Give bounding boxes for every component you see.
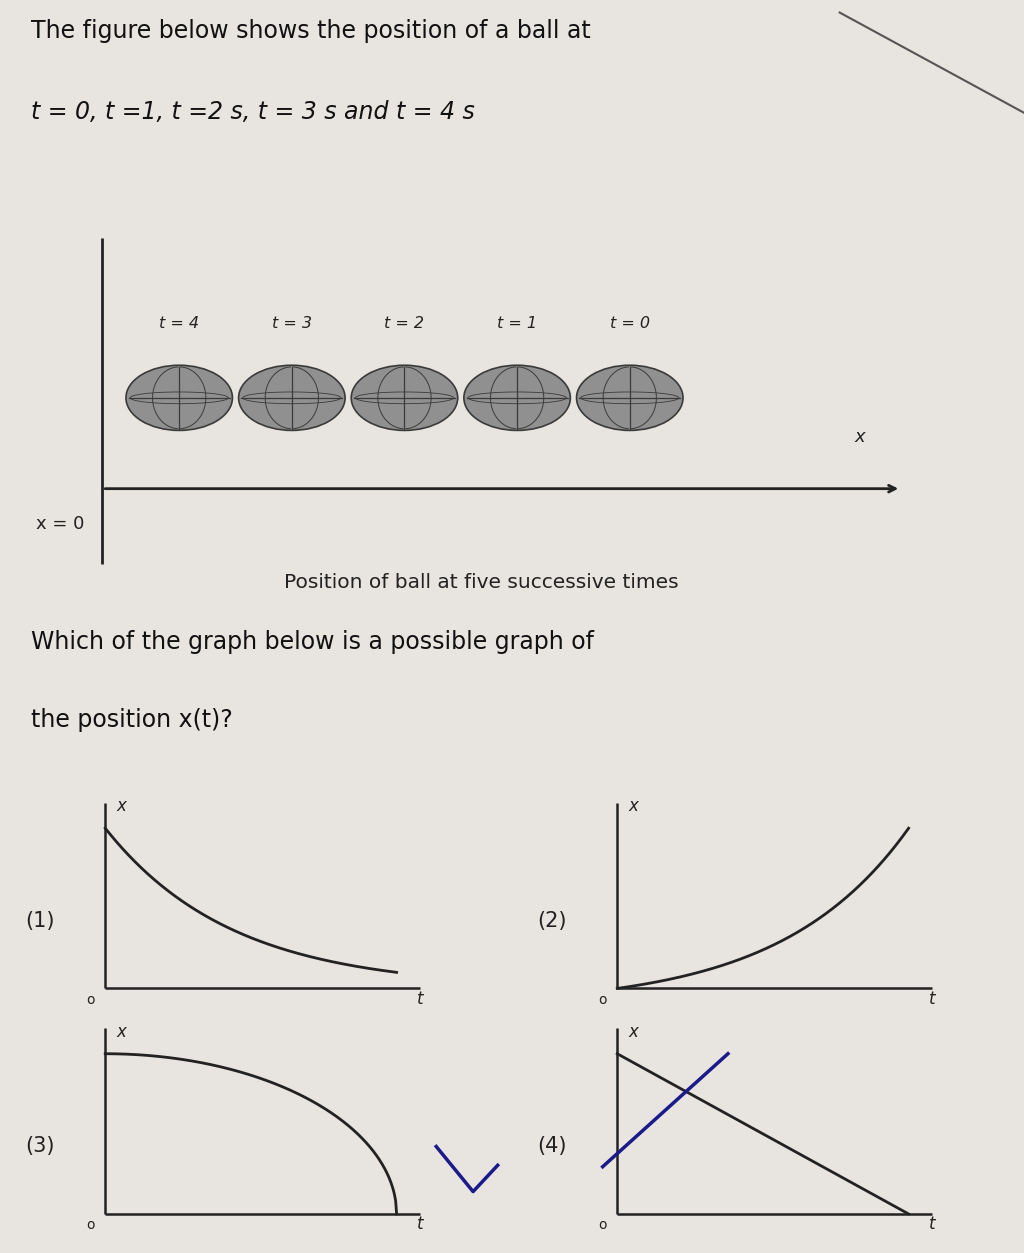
Text: t = 1: t = 1 [497, 316, 538, 331]
Text: t = 3: t = 3 [271, 316, 312, 331]
Text: t = 0, t =1, t =2 s, t = 3 s and t = 4 s: t = 0, t =1, t =2 s, t = 3 s and t = 4 s [31, 100, 474, 124]
Text: o: o [86, 992, 95, 1006]
Circle shape [577, 366, 683, 430]
Text: Which of the graph below is a possible graph of: Which of the graph below is a possible g… [31, 630, 594, 654]
Text: o: o [598, 1218, 607, 1232]
Text: o: o [598, 992, 607, 1006]
Circle shape [464, 366, 570, 430]
Text: x: x [855, 427, 865, 446]
Circle shape [351, 366, 458, 430]
Text: o: o [86, 1218, 95, 1232]
Text: t: t [417, 990, 423, 1007]
Text: x = 0: x = 0 [36, 515, 84, 534]
Text: t = 2: t = 2 [384, 316, 425, 331]
Text: t = 4: t = 4 [159, 316, 200, 331]
Circle shape [126, 366, 232, 430]
Text: (1): (1) [26, 911, 55, 931]
Text: (2): (2) [538, 911, 567, 931]
Text: x: x [629, 1022, 639, 1041]
Text: t: t [417, 1215, 423, 1233]
Text: t: t [929, 990, 935, 1007]
Text: t = 0: t = 0 [609, 316, 650, 331]
Text: x: x [629, 797, 639, 816]
Text: t: t [929, 1215, 935, 1233]
Text: x: x [117, 797, 127, 816]
Text: (4): (4) [538, 1136, 567, 1157]
Circle shape [239, 366, 345, 430]
Text: the position x(t)?: the position x(t)? [31, 708, 232, 733]
Text: The figure below shows the position of a ball at: The figure below shows the position of a… [31, 19, 591, 43]
Text: (3): (3) [26, 1136, 55, 1157]
Text: x: x [117, 1022, 127, 1041]
Text: Position of ball at five successive times: Position of ball at five successive time… [284, 573, 679, 593]
